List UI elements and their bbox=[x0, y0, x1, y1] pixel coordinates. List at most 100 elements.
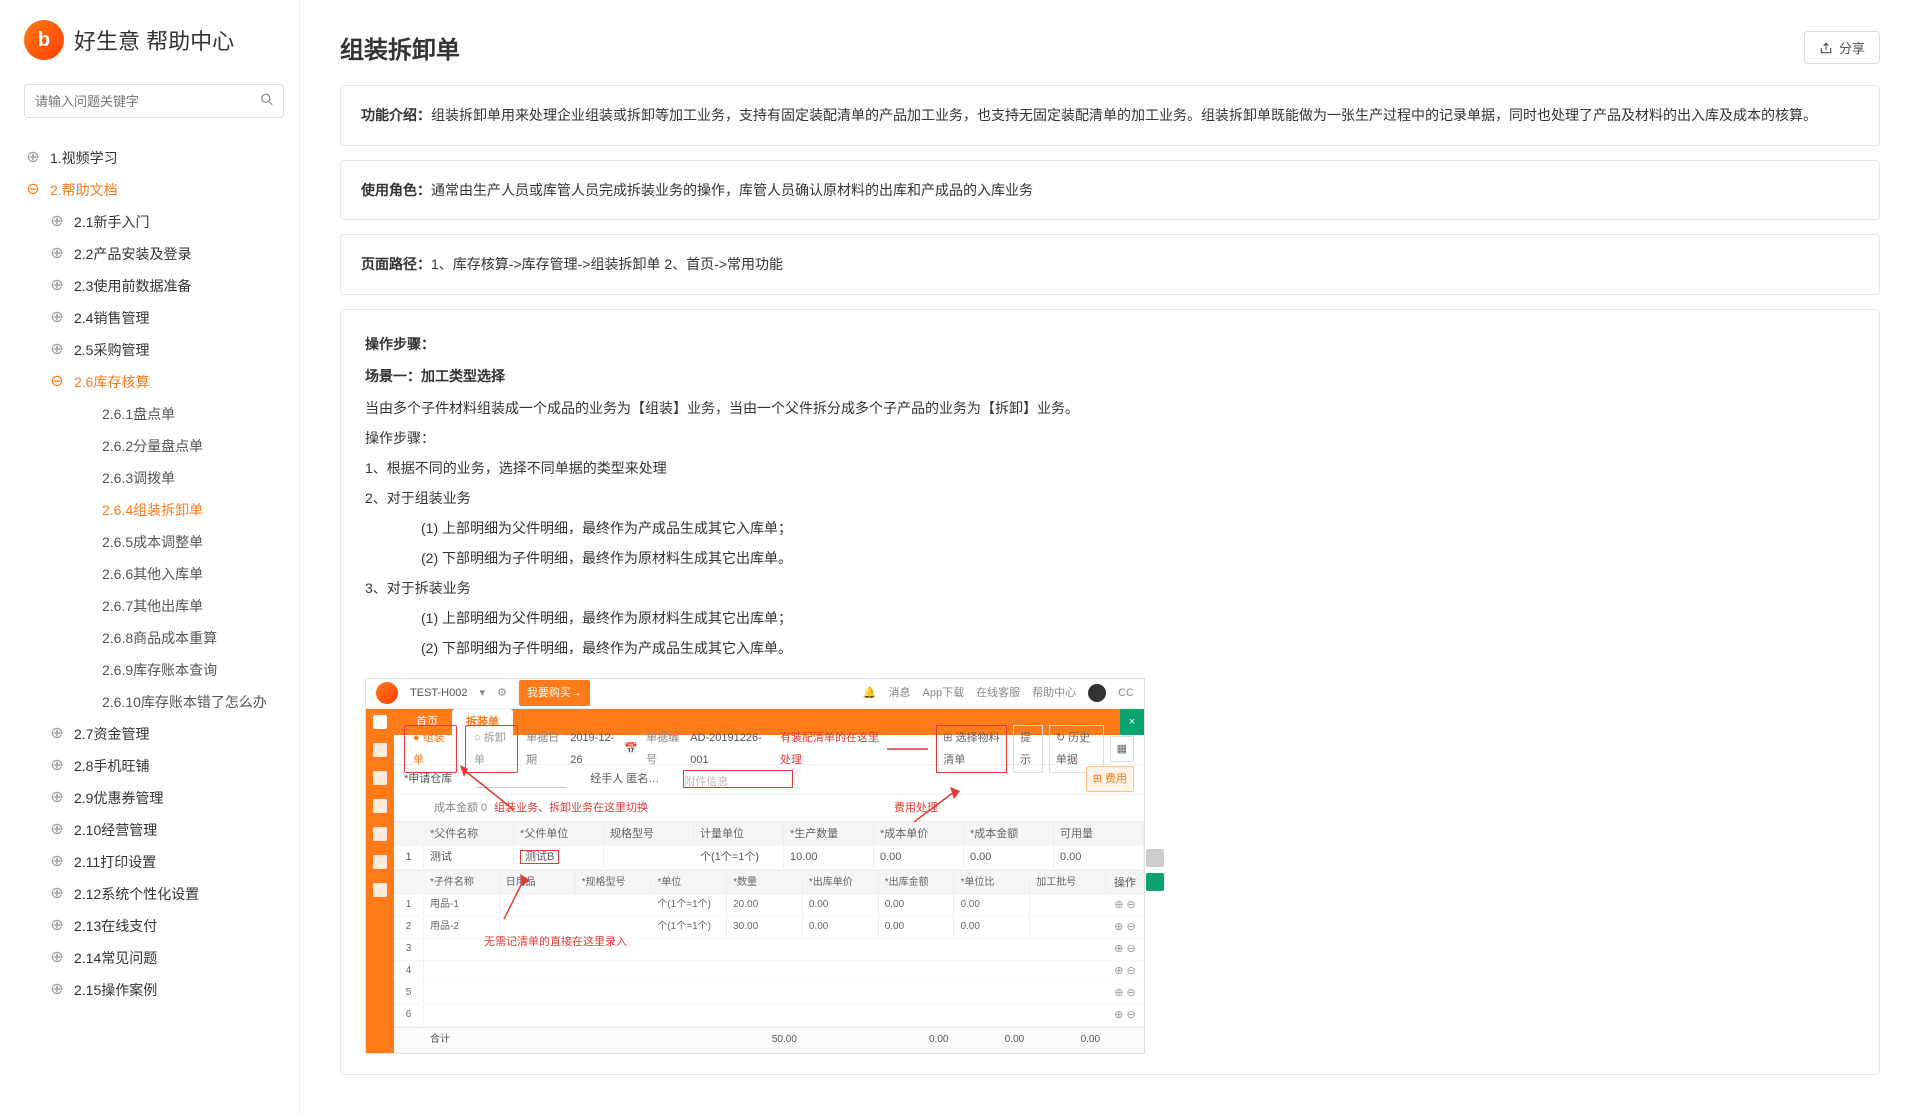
nav-label: 2.4销售管理 bbox=[74, 302, 149, 334]
th: *父件单位 bbox=[514, 823, 604, 845]
brand-logo: b bbox=[24, 20, 64, 60]
nav-29[interactable]: ⊕2.9优惠券管理 bbox=[48, 782, 299, 814]
nav-label: 2.3使用前数据准备 bbox=[74, 270, 191, 302]
nav-label: 2.6.5成本调整单 bbox=[102, 526, 203, 558]
nav-265[interactable]: 2.6.5成本调整单 bbox=[102, 526, 299, 558]
nav-label: 2.5采购管理 bbox=[74, 334, 149, 366]
embedded-screenshot: TEST-H002 ▾ ⚙ 我要购买→ 🔔 消息 App下载 在线客服 帮助中心… bbox=[365, 678, 1145, 1054]
main-content: 组装拆卸单 分享 功能介绍：组装拆卸单用来处理企业组装或拆卸等加工业务，支持有固… bbox=[300, 0, 1920, 1115]
nav-label: 2.14常见问题 bbox=[74, 942, 157, 974]
embed-cost-label: 成本金额 0 bbox=[434, 797, 487, 819]
dropdown-icon: ▾ bbox=[479, 682, 485, 704]
nav-215[interactable]: ⊕2.15操作案例 bbox=[48, 974, 299, 1006]
content-block: 操作步骤： 场景一：加工类型选择 当由多个子件材料组装成一个成品的业务为【组装】… bbox=[340, 309, 1880, 1075]
th: *数量 bbox=[727, 873, 803, 893]
nav-264[interactable]: 2.6.4组装拆卸单 bbox=[102, 494, 299, 526]
th: 加工批号 bbox=[1030, 873, 1106, 893]
embed-top-cc: CC bbox=[1118, 682, 1134, 704]
intro-label: 功能介绍： bbox=[361, 107, 431, 123]
nav-label: 2.6.7其他出库单 bbox=[102, 590, 203, 622]
plus-icon: ⊕ bbox=[48, 341, 66, 359]
nav-261[interactable]: 2.6.1盘点单 bbox=[102, 398, 299, 430]
nav-212[interactable]: ⊕ 2.12系统个性化设置 bbox=[48, 878, 299, 910]
plus-icon: ⊕ bbox=[48, 757, 66, 775]
plus-icon: ⊕ bbox=[48, 213, 66, 231]
nav-label: 2.6.4组装拆卸单 bbox=[102, 494, 203, 526]
nav-268[interactable]: 2.6.8商品成本重算 bbox=[102, 622, 299, 654]
th: *单位比 bbox=[954, 873, 1030, 893]
minus-icon: ⊖ bbox=[24, 181, 42, 199]
menu-icon bbox=[373, 855, 387, 869]
td: 0.00 bbox=[879, 1030, 955, 1050]
embed-child-table: *子件名称 日用品 *规格型号 *单位 *数量 *出库单价 *出库金额 *单位比… bbox=[394, 870, 1144, 1053]
th: *成本单价 bbox=[874, 823, 964, 845]
th: 操作 bbox=[1106, 872, 1144, 894]
nav-label: 2.6.9库存账本查询 bbox=[102, 654, 217, 686]
nav-213[interactable]: ⊕2.13在线支付 bbox=[48, 910, 299, 942]
td: 0.00 bbox=[1030, 1030, 1106, 1050]
th: *规格型号 bbox=[576, 873, 652, 893]
plus-icon: ⊕ bbox=[48, 853, 66, 871]
plus-icon: ⊕ bbox=[48, 309, 66, 327]
nav-label: 2.1新手入门 bbox=[74, 206, 149, 238]
nav-23[interactable]: ⊕2.3使用前数据准备 bbox=[48, 270, 299, 302]
embed-top-help: 帮助中心 bbox=[1032, 682, 1076, 704]
nav-263[interactable]: 2.6.3调拨单 bbox=[102, 462, 299, 494]
nav-210[interactable]: ⊕2.10经营管理 bbox=[48, 814, 299, 846]
embed-sidebar bbox=[366, 709, 394, 1053]
search-icon[interactable] bbox=[260, 93, 274, 110]
home-icon bbox=[373, 715, 387, 729]
nav-262[interactable]: 2.6.2分量盘点单 bbox=[102, 430, 299, 462]
nav-label: 2.10经营管理 bbox=[74, 814, 157, 846]
plus-icon: ⊕ bbox=[48, 885, 66, 903]
plus-icon: ⊕ bbox=[48, 917, 66, 935]
td: 0.00 bbox=[1054, 846, 1144, 868]
td: 测试B bbox=[514, 846, 604, 868]
embed-red-note-fee: 费用处理 bbox=[894, 797, 938, 819]
search-input[interactable] bbox=[24, 84, 284, 118]
brand-title: 好生意 帮助中心 bbox=[74, 24, 234, 56]
embed-assembly-btn: ● 组装单 bbox=[404, 725, 457, 773]
nav-label: 2.6.1盘点单 bbox=[102, 398, 175, 430]
th: *子件名称 bbox=[424, 873, 500, 893]
table-row: 5 ⊕ ⊖ bbox=[394, 983, 1144, 1005]
step2b: (2) 下部明细为子件明细，最终作为原材料生成其它出库单。 bbox=[365, 544, 1855, 572]
nav-25[interactable]: ⊕ 2.5采购管理 bbox=[48, 334, 299, 366]
nav-211[interactable]: ⊕2.11打印设置 bbox=[48, 846, 299, 878]
share-icon bbox=[1819, 41, 1833, 55]
nav-26[interactable]: ⊖2.6库存核算 bbox=[48, 366, 299, 398]
nav-267[interactable]: 2.6.7其他出库单 bbox=[102, 590, 299, 622]
sidebar: b 好生意 帮助中心 ⊕1.视频学习 ⊖2.帮助文档 ⊕ 2.1新手入门 ⊕2.2… bbox=[0, 0, 300, 1115]
scene-text: 当由多个子件材料组装成一个成品的业务为【组装】业务，当由一个父件拆分成多个子产品… bbox=[365, 394, 1855, 422]
td: 个(1个=1个) bbox=[694, 846, 784, 868]
scene-title: 场景一：加工类型选择 bbox=[365, 362, 1855, 390]
nav-video[interactable]: ⊕1.视频学习 bbox=[24, 142, 299, 174]
nav-24[interactable]: ⊕ 2.4销售管理 bbox=[48, 302, 299, 334]
th: *成本金额 bbox=[964, 823, 1054, 845]
plus-icon: ⊕ bbox=[48, 981, 66, 999]
step3b: (2) 下部明细为子件明细，最终作为产成品生成其它入库单。 bbox=[365, 634, 1855, 662]
tool-icon bbox=[1146, 849, 1164, 867]
nav-269[interactable]: 2.6.9库存账本查询 bbox=[102, 654, 299, 686]
nav-2610[interactable]: 2.6.10库存账本错了怎么办 bbox=[102, 686, 299, 718]
nav-266[interactable]: 2.6.6其他入库单 bbox=[102, 558, 299, 590]
path-text: 1、库存核算->库存管理->组装拆卸单 2、首页->常用功能 bbox=[431, 256, 783, 272]
nav-label: 2.6.3调拨单 bbox=[102, 462, 175, 494]
menu-icon bbox=[373, 883, 387, 897]
nav-28[interactable]: ⊕2.8手机旺铺 bbox=[48, 750, 299, 782]
step2: 2、对于组装业务 bbox=[365, 484, 1855, 512]
th: *父件名称 bbox=[424, 823, 514, 845]
nav-label: 2.9优惠券管理 bbox=[74, 782, 163, 814]
menu-icon bbox=[373, 827, 387, 841]
nav-21[interactable]: ⊕ 2.1新手入门 bbox=[48, 206, 299, 238]
nav-label: 2.12系统个性化设置 bbox=[74, 878, 199, 910]
grid-icon: ▦ bbox=[1110, 736, 1134, 762]
brand: b 好生意 帮助中心 bbox=[24, 20, 299, 60]
nav-22[interactable]: ⊕2.2产品安装及登录 bbox=[48, 238, 299, 270]
share-button[interactable]: 分享 bbox=[1804, 31, 1880, 64]
arrow-icon bbox=[887, 741, 928, 757]
nav-214[interactable]: ⊕2.14常见问题 bbox=[48, 942, 299, 974]
nav-27[interactable]: ⊕2.7资金管理 bbox=[48, 718, 299, 750]
nav-docs[interactable]: ⊖2.帮助文档 bbox=[24, 174, 299, 206]
gear-icon: ⚙ bbox=[497, 682, 507, 704]
